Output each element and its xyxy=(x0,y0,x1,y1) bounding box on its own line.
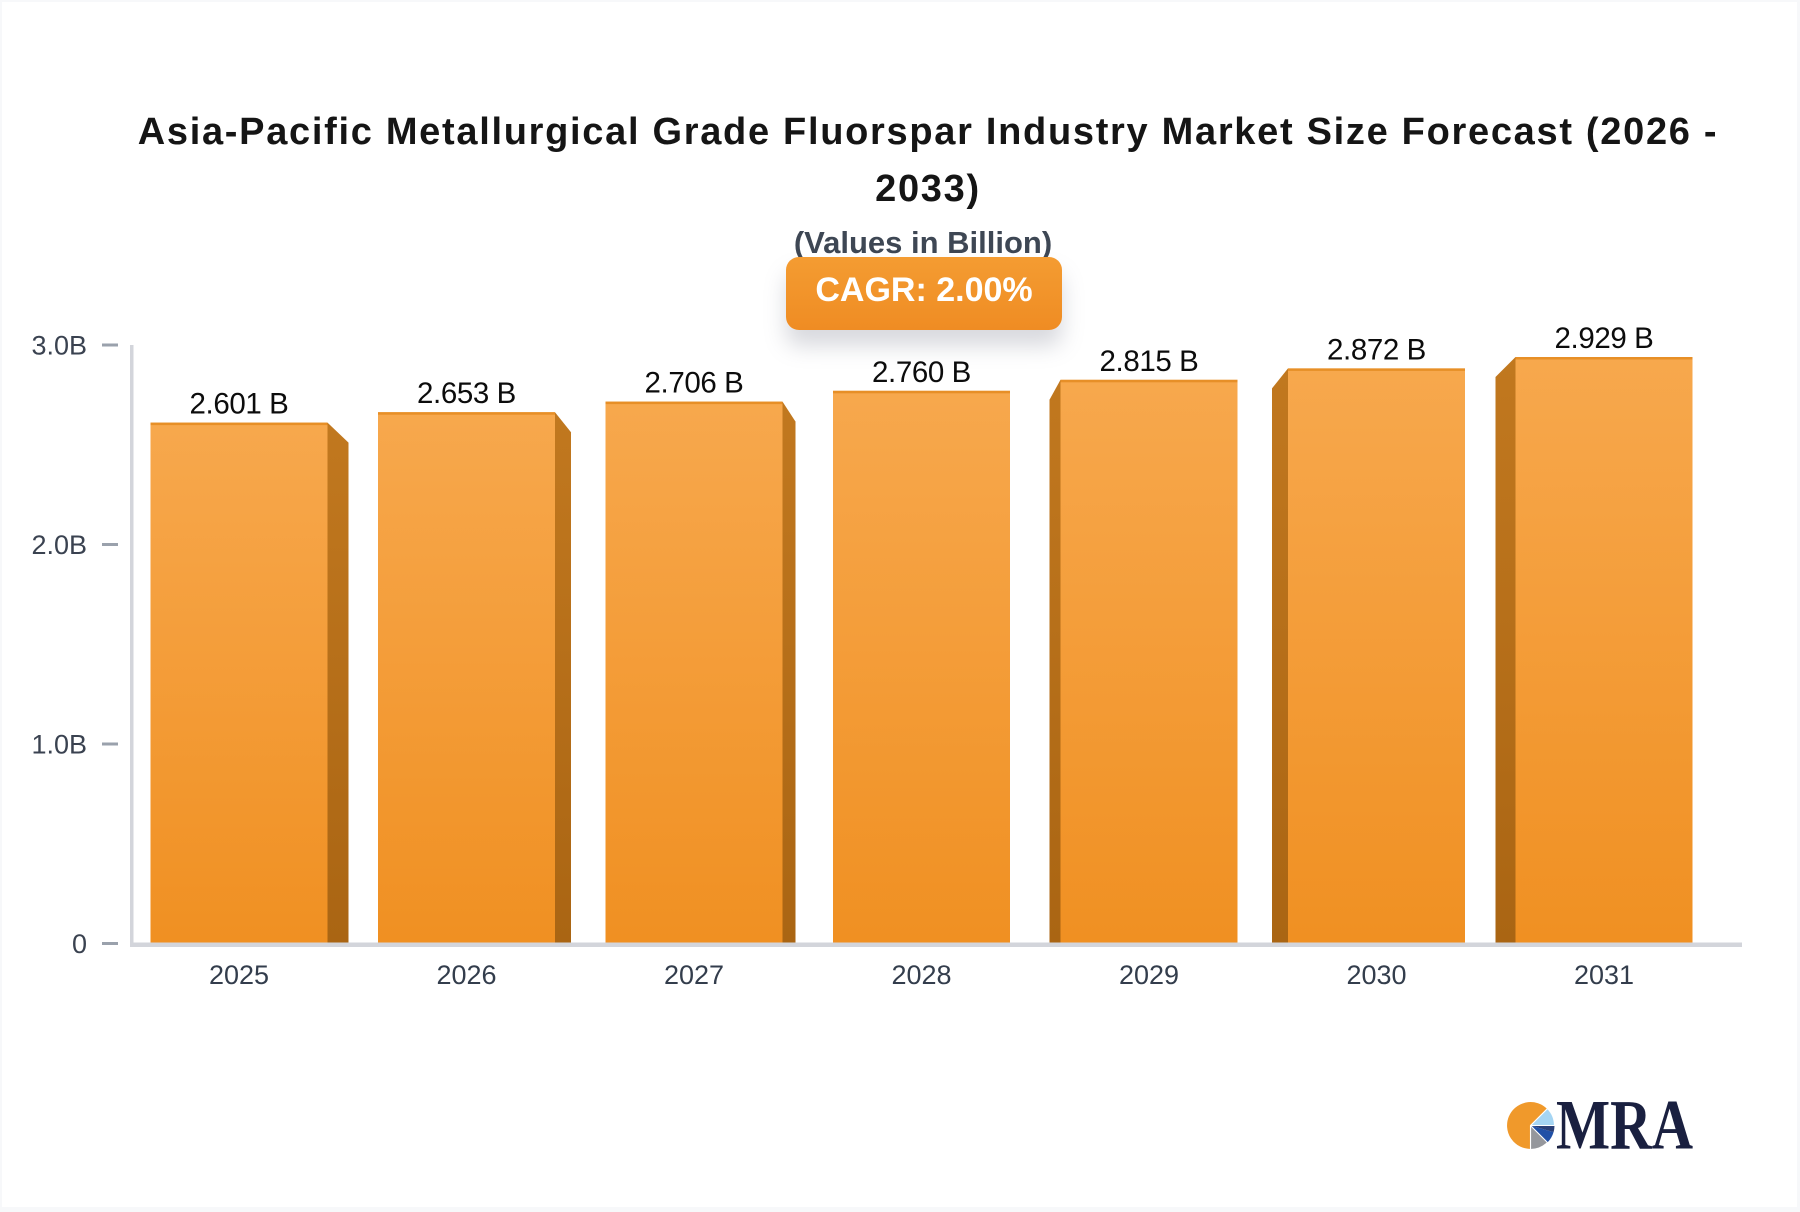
svg-text:2.653 B: 2.653 B xyxy=(417,377,516,410)
svg-text:2028: 2028 xyxy=(891,960,951,990)
svg-text:2.706 B: 2.706 B xyxy=(645,367,744,400)
svg-text:2.0B: 2.0B xyxy=(31,530,87,560)
svg-text:MRA: MRA xyxy=(1556,1087,1693,1165)
svg-text:2.929 B: 2.929 B xyxy=(1555,322,1654,355)
svg-text:3.0B: 3.0B xyxy=(31,331,87,361)
svg-text:2026: 2026 xyxy=(436,960,496,990)
svg-text:2029: 2029 xyxy=(1119,960,1179,990)
svg-text:2.760 B: 2.760 B xyxy=(872,356,971,389)
svg-text:2027: 2027 xyxy=(664,960,724,990)
svg-text:1.0B: 1.0B xyxy=(31,730,87,760)
svg-text:2.872 B: 2.872 B xyxy=(1327,333,1426,366)
svg-text:2031: 2031 xyxy=(1574,960,1634,990)
svg-text:2030: 2030 xyxy=(1346,960,1406,990)
svg-text:0: 0 xyxy=(72,929,87,959)
svg-text:2025: 2025 xyxy=(209,960,269,990)
svg-text:2.815 B: 2.815 B xyxy=(1100,345,1199,378)
svg-text:2.601 B: 2.601 B xyxy=(190,388,289,421)
